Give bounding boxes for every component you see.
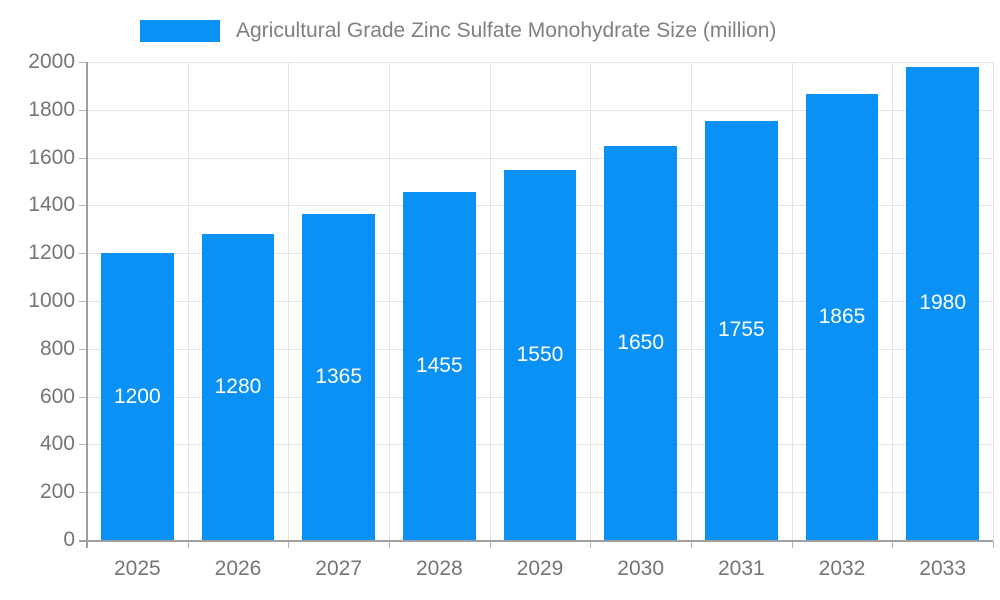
x-tick-label: 2032 <box>818 557 866 580</box>
y-tick-label: 2000 <box>28 50 75 73</box>
x-gridline <box>791 62 793 540</box>
legend-swatch <box>140 20 220 42</box>
x-tick-label: 2031 <box>717 557 765 580</box>
x-tick-mark <box>389 541 390 548</box>
bar-value-label: 1980 <box>919 291 967 315</box>
y-tick-mark <box>79 301 87 302</box>
x-gridline <box>187 62 189 540</box>
x-gridline <box>892 62 894 540</box>
y-gridline <box>87 157 993 159</box>
x-tick-label: 2027 <box>315 557 363 580</box>
y-axis-line <box>86 62 88 548</box>
x-tick-label: 2033 <box>919 557 967 580</box>
x-gridline <box>389 62 390 540</box>
x-tick-mark <box>288 541 290 548</box>
x-tick-mark <box>993 541 994 548</box>
bar-value-label: 1550 <box>516 342 564 366</box>
y-tick-label: 0 <box>63 528 75 551</box>
bar-2032[interactable]: 1865 <box>805 94 879 540</box>
y-tick-label: 400 <box>39 432 75 456</box>
x-tick-label: 2030 <box>617 557 665 580</box>
x-tick-label: 2025 <box>113 557 161 580</box>
chart-title: Agricultural Grade Zinc Sulfate Monohydr… <box>236 19 777 42</box>
bar-2028[interactable]: 1455 <box>403 192 476 540</box>
bar-value-label: 1650 <box>617 330 665 354</box>
bar-value-label: 1865 <box>818 305 866 329</box>
y-tick-label: 600 <box>39 384 75 408</box>
x-tick-mark <box>791 541 793 548</box>
x-tick-mark <box>691 541 692 548</box>
y-tick-mark <box>79 62 87 63</box>
bar-2029[interactable]: 1550 <box>503 169 577 540</box>
y-tick-label: 200 <box>39 480 75 504</box>
y-gridline <box>87 62 993 63</box>
chart-legend[interactable]: Agricultural Grade Zinc Sulfate Monohydr… <box>140 20 776 42</box>
y-tick-label: 1400 <box>28 193 75 217</box>
y-tick-mark <box>79 253 87 255</box>
x-gridline <box>489 62 491 540</box>
bar-2030[interactable]: 1650 <box>604 145 677 540</box>
bar-2027[interactable]: 1365 <box>302 213 375 540</box>
y-tick-mark <box>79 444 87 446</box>
y-tick-label: 1800 <box>28 97 75 121</box>
bar-value-label: 1200 <box>113 384 161 408</box>
bar-2033[interactable]: 1980 <box>906 66 979 540</box>
x-axis-line <box>79 540 993 542</box>
x-tick-mark <box>892 541 894 548</box>
x-gridline <box>288 62 290 540</box>
x-gridline <box>993 62 994 540</box>
x-tick-mark <box>489 541 491 548</box>
y-tick-mark <box>79 109 87 111</box>
y-tick-mark <box>79 348 87 350</box>
y-tick-label: 800 <box>39 336 75 360</box>
x-tick-label: 2029 <box>516 557 564 580</box>
x-tick-mark <box>187 541 189 548</box>
bar-2031[interactable]: 1755 <box>705 120 778 540</box>
bar-value-label: 1755 <box>717 318 765 342</box>
bar-value-label: 1280 <box>214 375 262 399</box>
x-gridline <box>691 62 692 540</box>
y-tick-label: 1600 <box>28 145 75 169</box>
y-tick-mark <box>79 492 87 494</box>
bar-2025[interactable]: 1200 <box>101 253 174 540</box>
bar-value-label: 1365 <box>315 364 363 388</box>
y-gridline <box>87 109 993 111</box>
y-tick-label: 1000 <box>28 289 75 312</box>
bar-value-label: 1455 <box>415 354 463 378</box>
y-tick-mark <box>79 157 87 159</box>
x-tick-mark <box>590 541 592 548</box>
x-tick-label: 2026 <box>214 557 262 580</box>
plot-area: 0 200 400 600 800 1000 1200 1400 1600 1800 2000 120… <box>28 50 994 580</box>
x-tick-label: 2028 <box>415 557 463 580</box>
y-tick-mark <box>79 396 87 398</box>
y-tick-mark <box>79 205 87 207</box>
y-tick-label: 1200 <box>28 241 75 265</box>
bar-2026[interactable]: 1280 <box>201 234 275 540</box>
x-gridline <box>590 62 592 540</box>
